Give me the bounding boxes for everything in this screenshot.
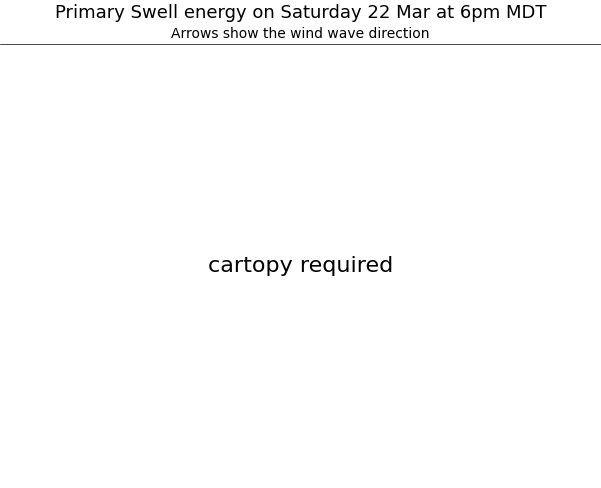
Text: cartopy required: cartopy required	[208, 256, 393, 276]
Text: Primary Swell energy on Saturday 22 Mar at 6pm MDT: Primary Swell energy on Saturday 22 Mar …	[55, 4, 546, 22]
Text: Arrows show the wind wave direction: Arrows show the wind wave direction	[171, 27, 430, 41]
